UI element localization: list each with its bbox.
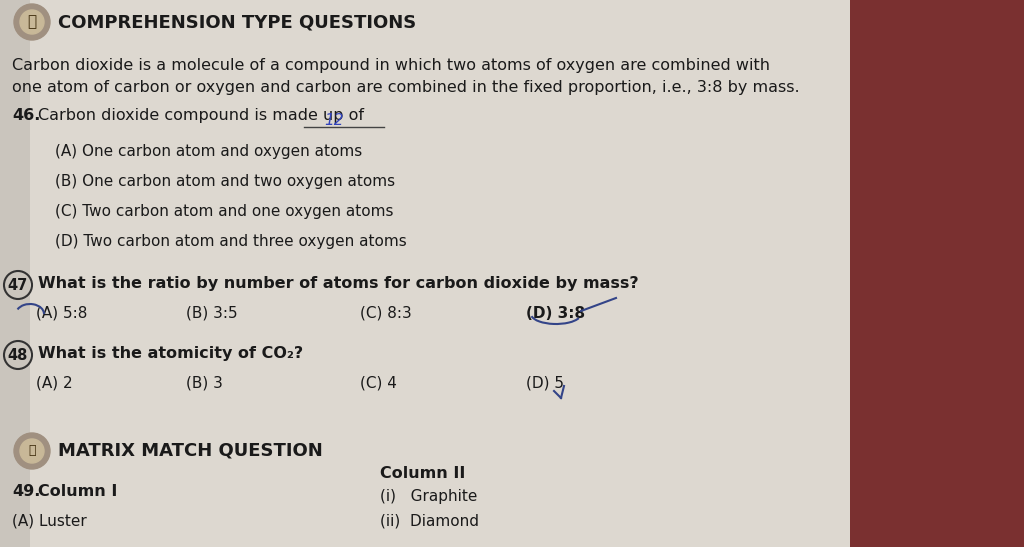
Text: (B) One carbon atom and two oxygen atoms: (B) One carbon atom and two oxygen atoms xyxy=(55,174,395,189)
Text: What is the ratio by number of atoms for carbon dioxide by mass?: What is the ratio by number of atoms for… xyxy=(38,276,639,291)
Text: (D) 3:8: (D) 3:8 xyxy=(526,306,585,321)
Circle shape xyxy=(20,10,44,34)
Circle shape xyxy=(20,439,44,463)
Text: Column II: Column II xyxy=(380,466,465,481)
Text: (A) 2: (A) 2 xyxy=(36,376,73,391)
Text: (ii)  Diamond: (ii) Diamond xyxy=(380,514,479,529)
Circle shape xyxy=(14,4,50,40)
Circle shape xyxy=(14,433,50,469)
Text: Column I: Column I xyxy=(38,484,118,499)
Text: (A) 5:8: (A) 5:8 xyxy=(36,306,87,321)
Text: 46.: 46. xyxy=(12,108,40,123)
Text: COMPREHENSION TYPE QUESTIONS: COMPREHENSION TYPE QUESTIONS xyxy=(58,13,416,31)
Text: (D) 5: (D) 5 xyxy=(526,376,564,391)
Text: (C) 8:3: (C) 8:3 xyxy=(360,306,412,321)
Text: Carbon dioxide is a molecule of a compound in which two atoms of oxygen are comb: Carbon dioxide is a molecule of a compou… xyxy=(12,58,770,73)
Text: (B) 3:5: (B) 3:5 xyxy=(186,306,238,321)
FancyBboxPatch shape xyxy=(850,0,1024,547)
Text: 12: 12 xyxy=(325,113,344,128)
Text: (C) 4: (C) 4 xyxy=(360,376,397,391)
Text: MATRIX MATCH QUESTION: MATRIX MATCH QUESTION xyxy=(58,442,323,460)
Text: (D) Two carbon atom and three oxygen atoms: (D) Two carbon atom and three oxygen ato… xyxy=(55,234,407,249)
FancyBboxPatch shape xyxy=(0,0,850,547)
Text: 47: 47 xyxy=(8,277,28,293)
Text: 48: 48 xyxy=(8,347,29,363)
Text: 🌿: 🌿 xyxy=(29,445,36,457)
Text: (A) One carbon atom and oxygen atoms: (A) One carbon atom and oxygen atoms xyxy=(55,144,362,159)
Text: (A) Luster: (A) Luster xyxy=(12,514,87,529)
Text: 49.: 49. xyxy=(12,484,40,499)
FancyBboxPatch shape xyxy=(0,0,30,547)
Text: What is the atomicity of CO₂?: What is the atomicity of CO₂? xyxy=(38,346,303,361)
Text: one atom of carbon or oxygen and carbon are combined in the fixed proportion, i.: one atom of carbon or oxygen and carbon … xyxy=(12,80,800,95)
Text: (i)   Graphite: (i) Graphite xyxy=(380,489,477,504)
Text: (B) 3: (B) 3 xyxy=(186,376,223,391)
Text: ✋: ✋ xyxy=(28,15,37,30)
Text: Carbon dioxide compound is made up of: Carbon dioxide compound is made up of xyxy=(38,108,364,123)
Text: (C) Two carbon atom and one oxygen atoms: (C) Two carbon atom and one oxygen atoms xyxy=(55,204,393,219)
